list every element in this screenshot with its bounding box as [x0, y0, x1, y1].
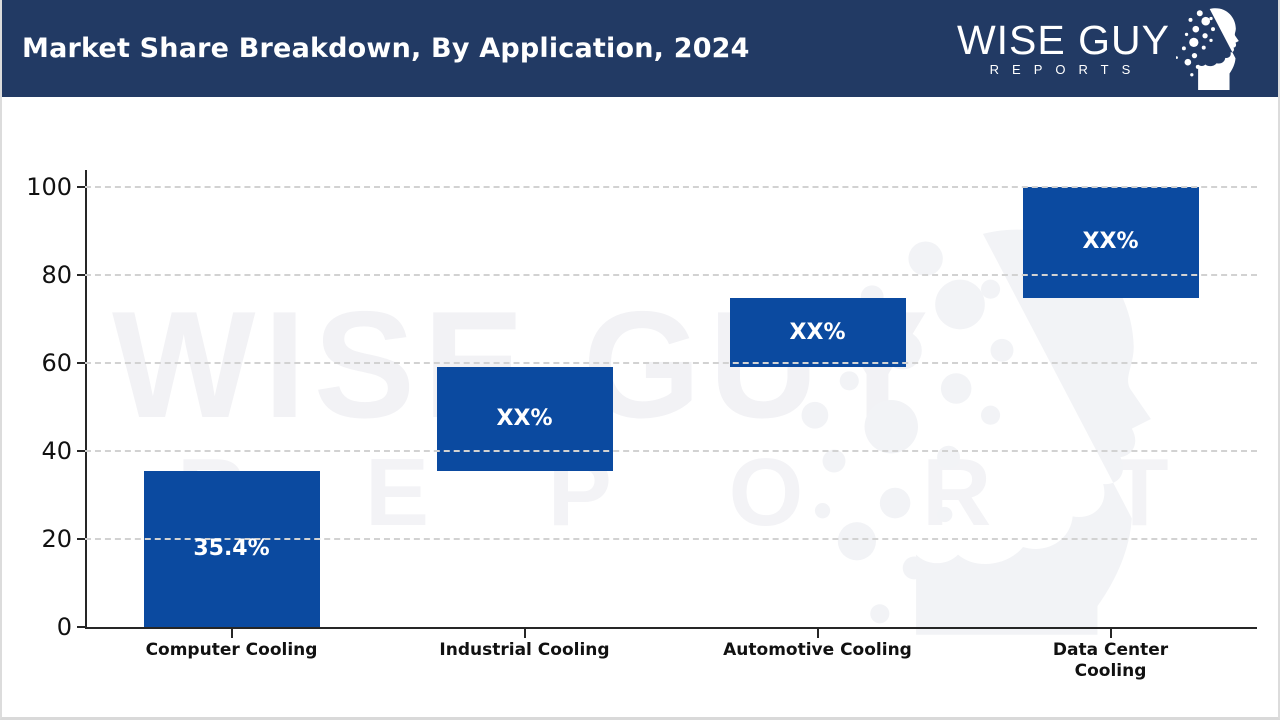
y-tick-label-60: 60: [41, 349, 72, 377]
y-tick-label-20: 20: [41, 525, 72, 553]
y-tick-label-80: 80: [41, 261, 72, 289]
y-gridline-20: [85, 538, 1257, 540]
x-axis-line: [85, 627, 1257, 629]
logo-text: WISE GUY REPORTS: [956, 17, 1170, 78]
dotted-head-logo-icon: [1175, 4, 1250, 94]
y-tick-60: [77, 362, 85, 364]
bar-value-label: XX%: [789, 319, 846, 345]
y-gridline-40: [85, 450, 1257, 452]
y-tick-20: [77, 538, 85, 540]
category-label-0: Computer Cooling: [145, 640, 318, 660]
bar-automotive-cooling: [729, 297, 906, 368]
category-label-1: Industrial Cooling: [439, 640, 610, 660]
x-tick-3: [1109, 629, 1112, 638]
y-gridline-100: [85, 186, 1257, 188]
y-tick-label-100: 100: [26, 173, 72, 201]
page-title: Market Share Breakdown, By Application, …: [22, 33, 750, 64]
x-tick-0: [230, 629, 233, 638]
logo-subtext: REPORTS: [989, 62, 1144, 77]
bar-computer-cooling: [143, 471, 320, 627]
y-tick-80: [77, 274, 85, 276]
y-tick-label-40: 40: [41, 437, 72, 465]
y-gridline-60: [85, 362, 1257, 364]
category-label-2: Automotive Cooling: [723, 640, 912, 660]
y-tick-label-0: 0: [56, 613, 72, 641]
wise-guy-reports-logo: WISE GUY REPORTS: [957, 4, 1250, 94]
header-bar: Market Share Breakdown, By Application, …: [2, 0, 1278, 97]
logo-wordmark: WISE GUY: [956, 17, 1170, 63]
x-tick-2: [816, 629, 819, 638]
x-tick-1: [523, 629, 526, 638]
bar-industrial-cooling: [436, 367, 613, 472]
bar-value-label: 35.4%: [193, 536, 270, 562]
bar-value-label: XX%: [1082, 229, 1139, 255]
y-tick-100: [77, 186, 85, 188]
category-label-3: Data Center Cooling: [1052, 640, 1169, 681]
y-gridline-80: [85, 274, 1257, 276]
y-axis-line: [85, 170, 87, 629]
bar-value-label: XX%: [496, 406, 553, 432]
y-tick-0: [77, 626, 85, 628]
y-tick-40: [77, 450, 85, 452]
